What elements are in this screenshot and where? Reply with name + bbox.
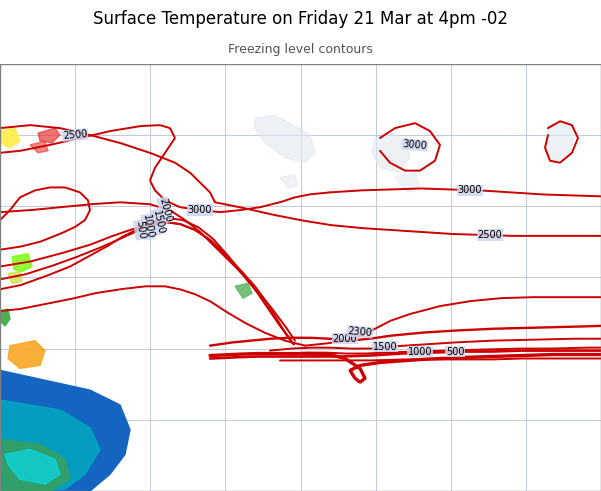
Text: 3000: 3000 bbox=[402, 139, 428, 151]
Polygon shape bbox=[255, 115, 315, 163]
Polygon shape bbox=[0, 309, 10, 326]
Polygon shape bbox=[8, 341, 45, 368]
Text: 2500: 2500 bbox=[63, 129, 88, 141]
Text: 2500: 2500 bbox=[478, 230, 502, 240]
Text: Freezing level contours: Freezing level contours bbox=[228, 43, 373, 56]
Polygon shape bbox=[5, 449, 60, 484]
Text: 1500: 1500 bbox=[150, 209, 165, 235]
Text: 1500: 1500 bbox=[373, 342, 397, 352]
Polygon shape bbox=[0, 370, 130, 491]
Text: Surface Temperature on Friday 21 Mar at 4pm -02: Surface Temperature on Friday 21 Mar at … bbox=[93, 10, 508, 28]
Text: 2000: 2000 bbox=[333, 334, 358, 344]
Polygon shape bbox=[12, 254, 32, 272]
Text: 500: 500 bbox=[446, 347, 464, 356]
Text: 1000: 1000 bbox=[141, 214, 155, 240]
Polygon shape bbox=[0, 400, 100, 491]
Polygon shape bbox=[0, 128, 20, 148]
Polygon shape bbox=[280, 175, 298, 189]
Text: 3000: 3000 bbox=[188, 205, 212, 215]
Polygon shape bbox=[372, 133, 410, 173]
Polygon shape bbox=[545, 121, 575, 163]
Text: 2300: 2300 bbox=[347, 326, 373, 338]
Polygon shape bbox=[395, 173, 420, 192]
Polygon shape bbox=[38, 128, 60, 143]
Text: 500: 500 bbox=[134, 220, 146, 240]
Text: 2000: 2000 bbox=[157, 197, 173, 223]
Polygon shape bbox=[8, 272, 22, 283]
Polygon shape bbox=[30, 141, 48, 153]
Polygon shape bbox=[235, 283, 252, 298]
Text: 3000: 3000 bbox=[458, 186, 482, 195]
Text: 1000: 1000 bbox=[407, 347, 432, 356]
Polygon shape bbox=[0, 439, 70, 491]
